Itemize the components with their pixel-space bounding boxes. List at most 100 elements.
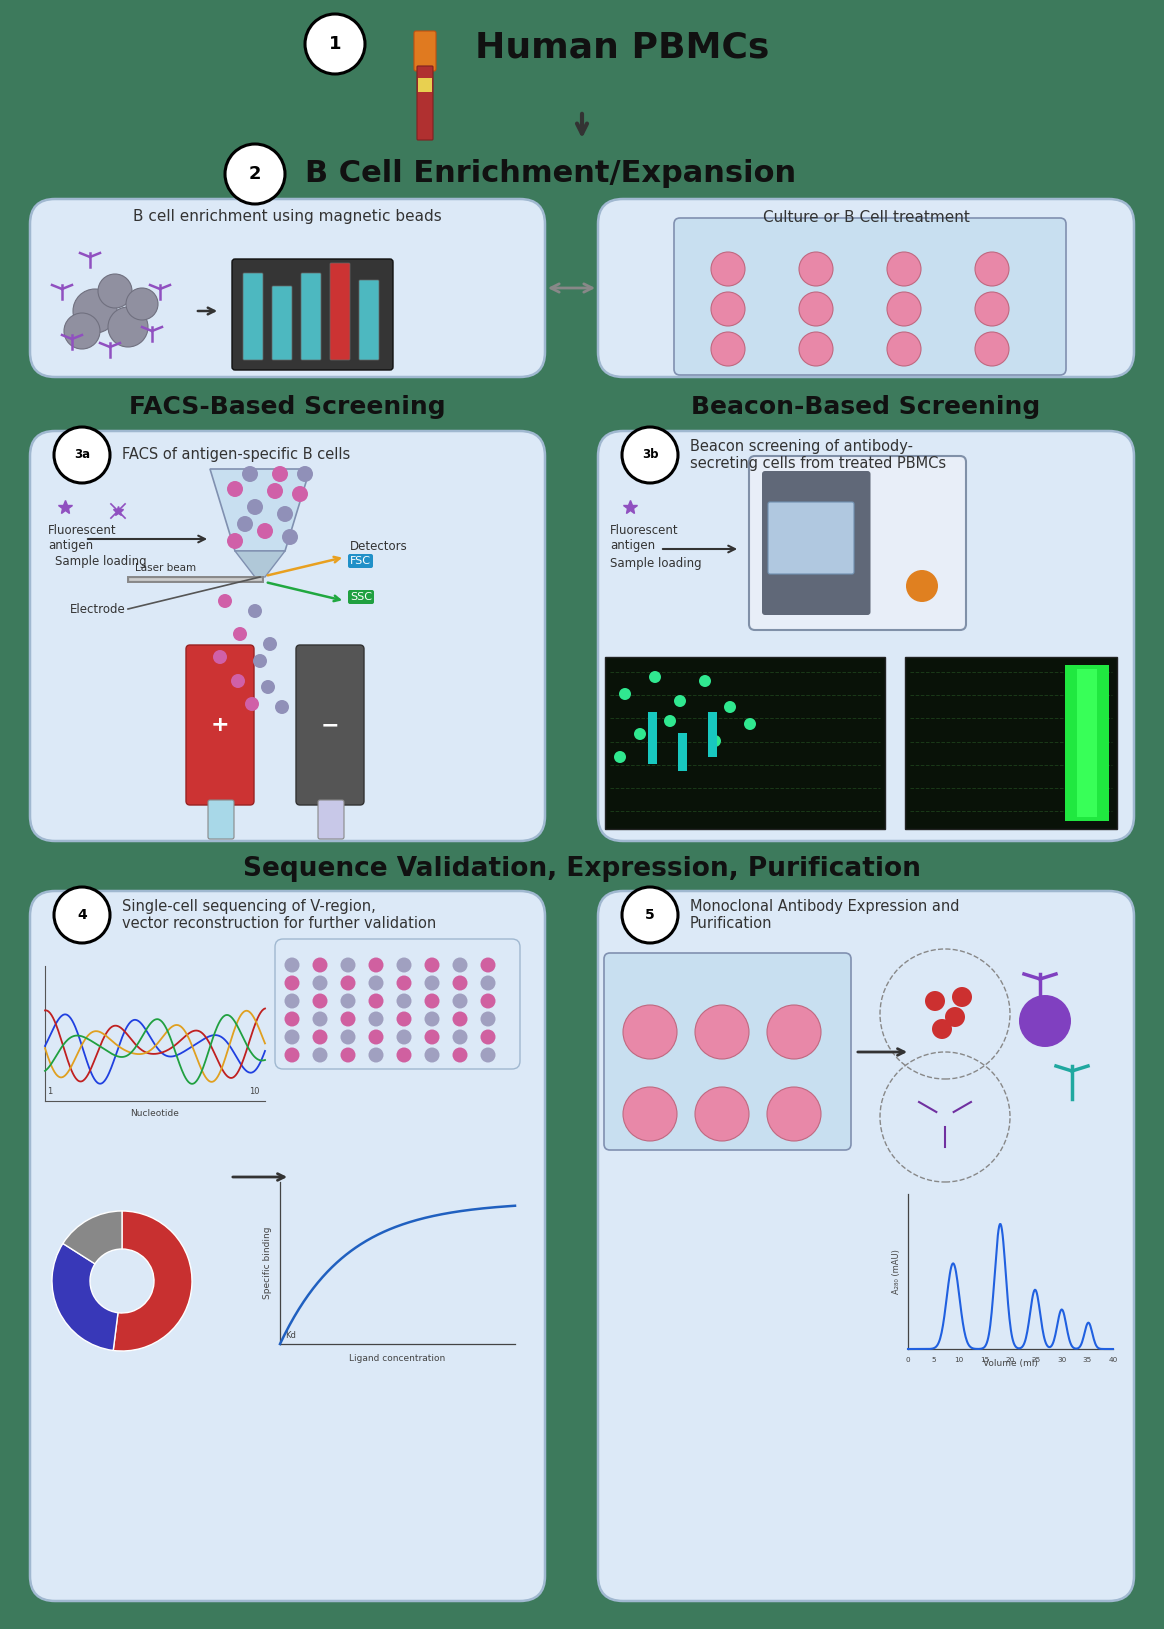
- Text: Single-cell sequencing of V-region,
vector reconstruction for further validation: Single-cell sequencing of V-region, vect…: [122, 899, 436, 932]
- Circle shape: [369, 976, 383, 990]
- Circle shape: [744, 718, 755, 730]
- Text: Beacon-Based Screening: Beacon-Based Screening: [691, 394, 1041, 419]
- Circle shape: [284, 1030, 299, 1044]
- Circle shape: [425, 976, 440, 990]
- FancyBboxPatch shape: [418, 78, 432, 91]
- Text: Ligand concentration: Ligand concentration: [349, 1354, 446, 1363]
- Text: Monoclonal Antibody Expression and
Purification: Monoclonal Antibody Expression and Purif…: [690, 899, 959, 932]
- Circle shape: [369, 1047, 383, 1062]
- Circle shape: [369, 1012, 383, 1026]
- Circle shape: [634, 728, 646, 740]
- Circle shape: [453, 994, 468, 1008]
- Circle shape: [397, 958, 412, 973]
- Circle shape: [975, 332, 1009, 367]
- Circle shape: [242, 466, 258, 482]
- Circle shape: [481, 976, 496, 990]
- Circle shape: [284, 994, 299, 1008]
- Circle shape: [218, 595, 232, 608]
- FancyBboxPatch shape: [904, 656, 1117, 829]
- Circle shape: [453, 958, 468, 973]
- FancyBboxPatch shape: [674, 218, 1066, 375]
- Circle shape: [244, 697, 260, 710]
- FancyBboxPatch shape: [318, 800, 345, 839]
- Circle shape: [925, 990, 945, 1012]
- Circle shape: [227, 533, 243, 549]
- Circle shape: [695, 1087, 748, 1140]
- Circle shape: [613, 751, 626, 762]
- Circle shape: [425, 1047, 440, 1062]
- FancyBboxPatch shape: [598, 432, 1134, 841]
- Circle shape: [799, 332, 833, 367]
- FancyBboxPatch shape: [604, 953, 851, 1150]
- Text: Volume (ml): Volume (ml): [984, 1359, 1038, 1368]
- Text: Laser beam: Laser beam: [135, 564, 196, 573]
- FancyBboxPatch shape: [301, 274, 321, 360]
- Circle shape: [906, 570, 938, 603]
- Circle shape: [481, 1012, 496, 1026]
- Wedge shape: [113, 1210, 192, 1350]
- Text: FACS of antigen-specific B cells: FACS of antigen-specific B cells: [122, 448, 350, 463]
- Text: Fluorescent
antigen: Fluorescent antigen: [610, 525, 679, 552]
- Circle shape: [767, 1087, 821, 1140]
- Circle shape: [225, 143, 285, 204]
- Circle shape: [341, 976, 355, 990]
- Circle shape: [711, 252, 745, 287]
- Text: Culture or B Cell treatment: Culture or B Cell treatment: [762, 210, 970, 225]
- Circle shape: [767, 1005, 821, 1059]
- Circle shape: [397, 976, 412, 990]
- Text: 3a: 3a: [74, 448, 90, 461]
- Circle shape: [247, 498, 263, 515]
- FancyBboxPatch shape: [1077, 670, 1096, 818]
- Text: B cell enrichment using magnetic beads: B cell enrichment using magnetic beads: [133, 210, 441, 225]
- Wedge shape: [63, 1210, 122, 1264]
- Circle shape: [623, 1005, 677, 1059]
- Circle shape: [267, 484, 283, 498]
- FancyBboxPatch shape: [598, 891, 1134, 1601]
- Circle shape: [54, 427, 111, 484]
- Circle shape: [284, 958, 299, 973]
- Circle shape: [709, 735, 721, 748]
- Text: Detectors: Detectors: [350, 541, 407, 554]
- Circle shape: [369, 958, 383, 973]
- FancyBboxPatch shape: [232, 259, 393, 370]
- Circle shape: [425, 994, 440, 1008]
- Text: 5: 5: [931, 1357, 936, 1363]
- Circle shape: [369, 1030, 383, 1044]
- FancyBboxPatch shape: [30, 891, 545, 1601]
- Circle shape: [282, 529, 298, 546]
- Text: 3b: 3b: [641, 448, 659, 461]
- Text: 2: 2: [249, 165, 261, 182]
- Circle shape: [312, 1012, 327, 1026]
- Circle shape: [975, 252, 1009, 287]
- Circle shape: [253, 653, 267, 668]
- FancyBboxPatch shape: [186, 645, 254, 805]
- Text: FSC: FSC: [350, 555, 371, 565]
- Text: 5: 5: [645, 907, 655, 922]
- Circle shape: [64, 313, 100, 349]
- Circle shape: [397, 1030, 412, 1044]
- Circle shape: [297, 466, 313, 482]
- Text: 40: 40: [1108, 1357, 1117, 1363]
- Circle shape: [341, 994, 355, 1008]
- Text: 35: 35: [1083, 1357, 1092, 1363]
- Circle shape: [663, 715, 676, 727]
- FancyBboxPatch shape: [414, 31, 436, 72]
- Circle shape: [284, 1047, 299, 1062]
- Polygon shape: [210, 469, 310, 551]
- Circle shape: [263, 637, 277, 652]
- Text: 1: 1: [328, 34, 341, 54]
- Circle shape: [369, 994, 383, 1008]
- Circle shape: [261, 679, 275, 694]
- Circle shape: [711, 292, 745, 326]
- FancyBboxPatch shape: [762, 471, 871, 616]
- Circle shape: [700, 674, 711, 687]
- FancyBboxPatch shape: [708, 712, 717, 757]
- Circle shape: [650, 671, 661, 683]
- Polygon shape: [235, 551, 285, 577]
- FancyBboxPatch shape: [768, 502, 854, 573]
- Text: Beacon screening of antibody-
secreting cells from treated PBMCs: Beacon screening of antibody- secreting …: [690, 438, 946, 471]
- Circle shape: [275, 700, 289, 714]
- Circle shape: [108, 306, 148, 347]
- Circle shape: [54, 888, 111, 943]
- Circle shape: [292, 485, 308, 502]
